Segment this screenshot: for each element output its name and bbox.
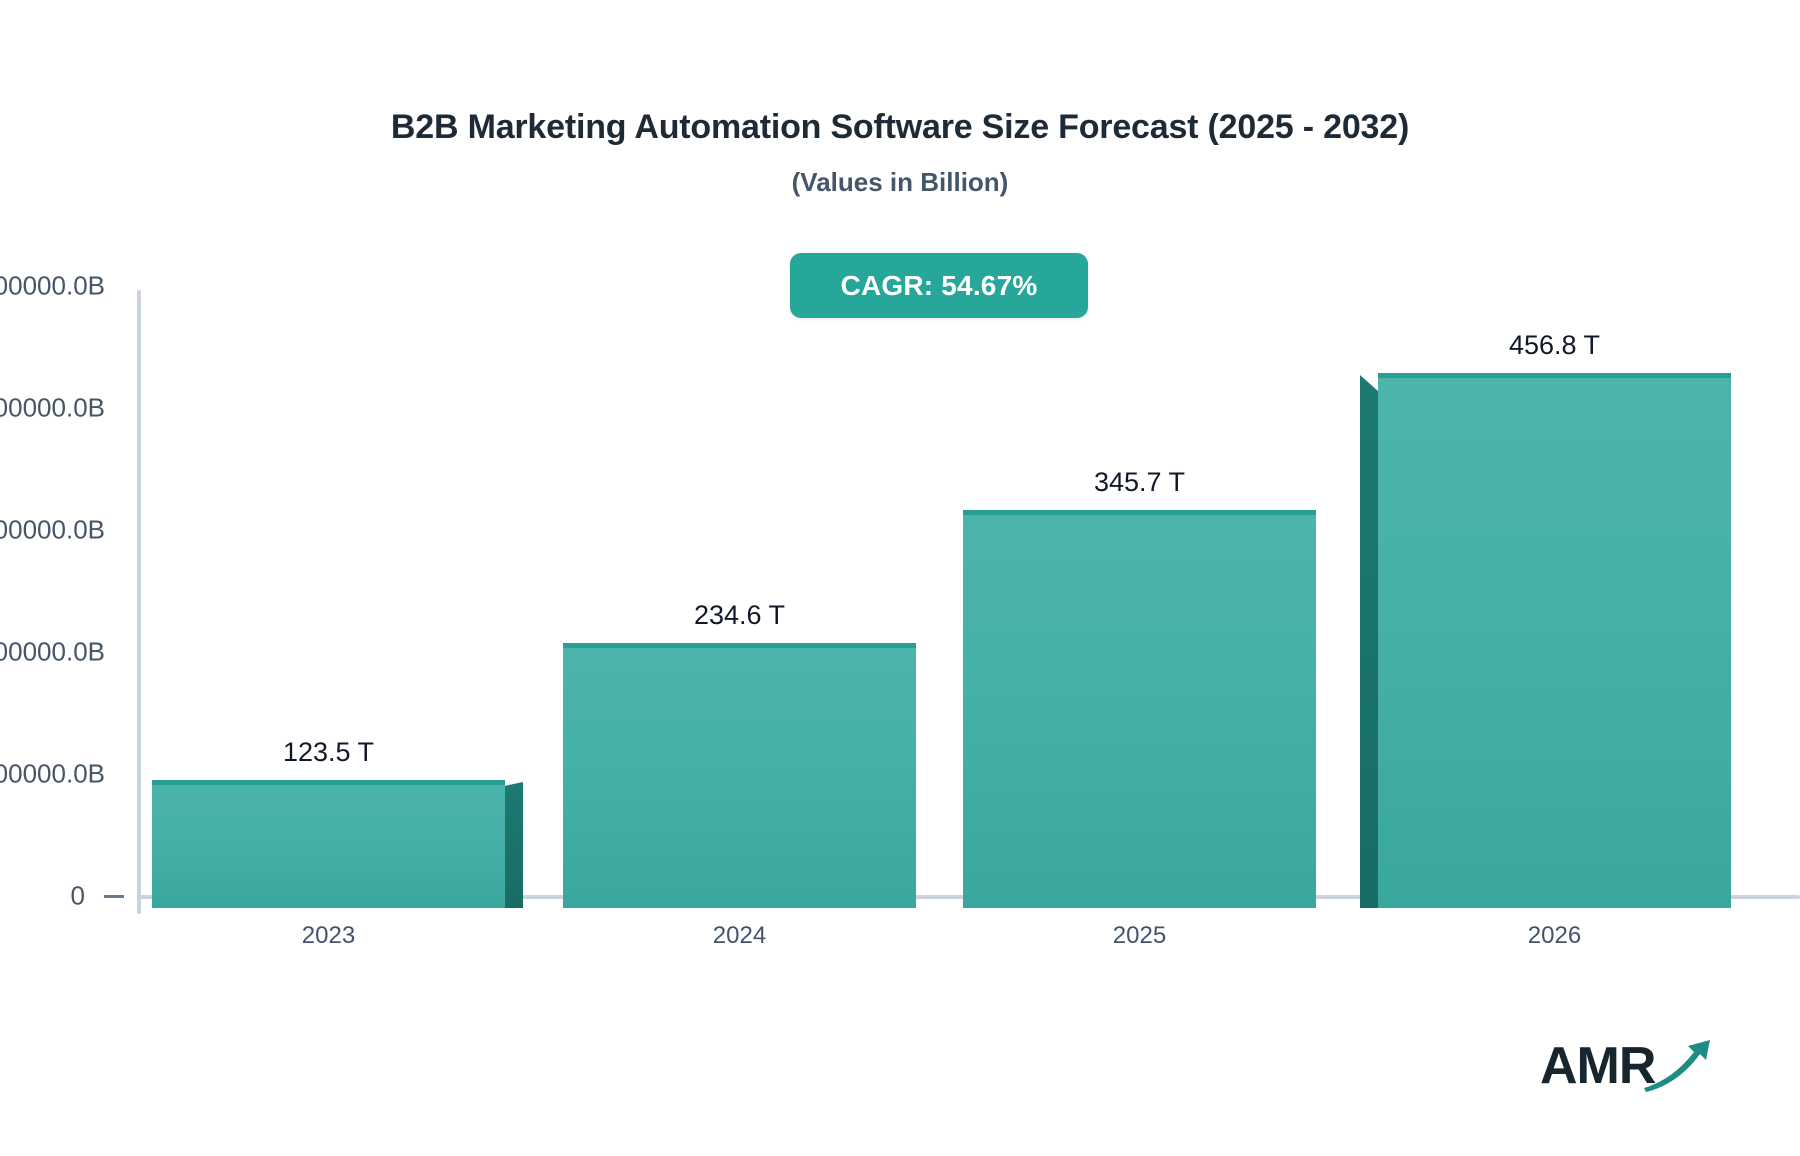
x-axis-tick-label-2023: 2023 bbox=[301, 922, 356, 949]
bar-value-label-2024: 234.6 T bbox=[693, 600, 786, 630]
x-axis-tick-label-2024: 2024 bbox=[712, 922, 767, 949]
bar-top-edge bbox=[963, 510, 1316, 515]
bar-group-2024[interactable]: 234.6 T bbox=[563, 283, 916, 910]
y-axis-tick-label: 00000.0B bbox=[0, 758, 105, 789]
bar-group-2026[interactable]: 456.8 T bbox=[1360, 281, 1731, 910]
y-axis-tick-label: 00000.0B bbox=[0, 514, 105, 545]
y-axis-zero-tick-mark bbox=[104, 895, 124, 898]
chart-subtitle: (Values in Billion) bbox=[791, 167, 1009, 197]
bar-top-edge bbox=[152, 780, 505, 785]
y-axis-tick-label: 00000.0B bbox=[0, 270, 105, 301]
bar-2023[interactable] bbox=[152, 780, 505, 908]
bar-group-2023[interactable]: 123.5 T bbox=[152, 281, 523, 910]
y-axis-tick-label-zero: 0 bbox=[70, 880, 85, 911]
y-axis-tick-label: 00000.0B bbox=[0, 392, 105, 423]
bar-value-label-2026: 456.8 T bbox=[1508, 330, 1601, 360]
cagr-badge: CAGR: 54.67% bbox=[790, 253, 1088, 318]
cagr-badge-label: CAGR: 54.67% bbox=[840, 269, 1038, 301]
bar-2024[interactable] bbox=[563, 643, 916, 908]
page-title: B2B Marketing Automation Software Size F… bbox=[390, 108, 1410, 146]
amr-wordmark: AMR bbox=[1540, 1037, 1656, 1095]
bar-column[interactable]: 123.5 T bbox=[152, 281, 523, 908]
growth-arrow-icon bbox=[1644, 1038, 1722, 1101]
bar-2025[interactable] bbox=[963, 510, 1316, 908]
chart-plot-area: 00000.0B 00000.0B 00000.0B 00000.0B 0000… bbox=[0, 270, 1800, 914]
bar-value-label-2025: 345.7 T bbox=[1093, 467, 1186, 497]
y-axis-line bbox=[137, 290, 141, 914]
bar-top-edge bbox=[563, 643, 916, 648]
x-axis-tick-label-2025: 2025 bbox=[1112, 922, 1167, 949]
amr-logo: AMR bbox=[1540, 1036, 1720, 1098]
bar-column[interactable]: 456.8 T bbox=[1360, 281, 1731, 908]
bar-3d-side-face bbox=[1360, 375, 1378, 908]
bar-value-label-2023: 123.5 T bbox=[282, 737, 375, 767]
x-axis-tick-label-2026: 2026 bbox=[1527, 922, 1582, 949]
y-axis-tick-label: 00000.0B bbox=[0, 636, 105, 667]
bar-group-2025[interactable]: 345.7 T bbox=[963, 283, 1316, 910]
bar-3d-side-face bbox=[505, 782, 523, 908]
bar-top-edge bbox=[1378, 373, 1731, 378]
bar-column[interactable]: 234.6 T bbox=[563, 281, 916, 908]
bar-column[interactable]: 345.7 T bbox=[963, 281, 1316, 908]
bar-2026[interactable] bbox=[1378, 373, 1731, 908]
